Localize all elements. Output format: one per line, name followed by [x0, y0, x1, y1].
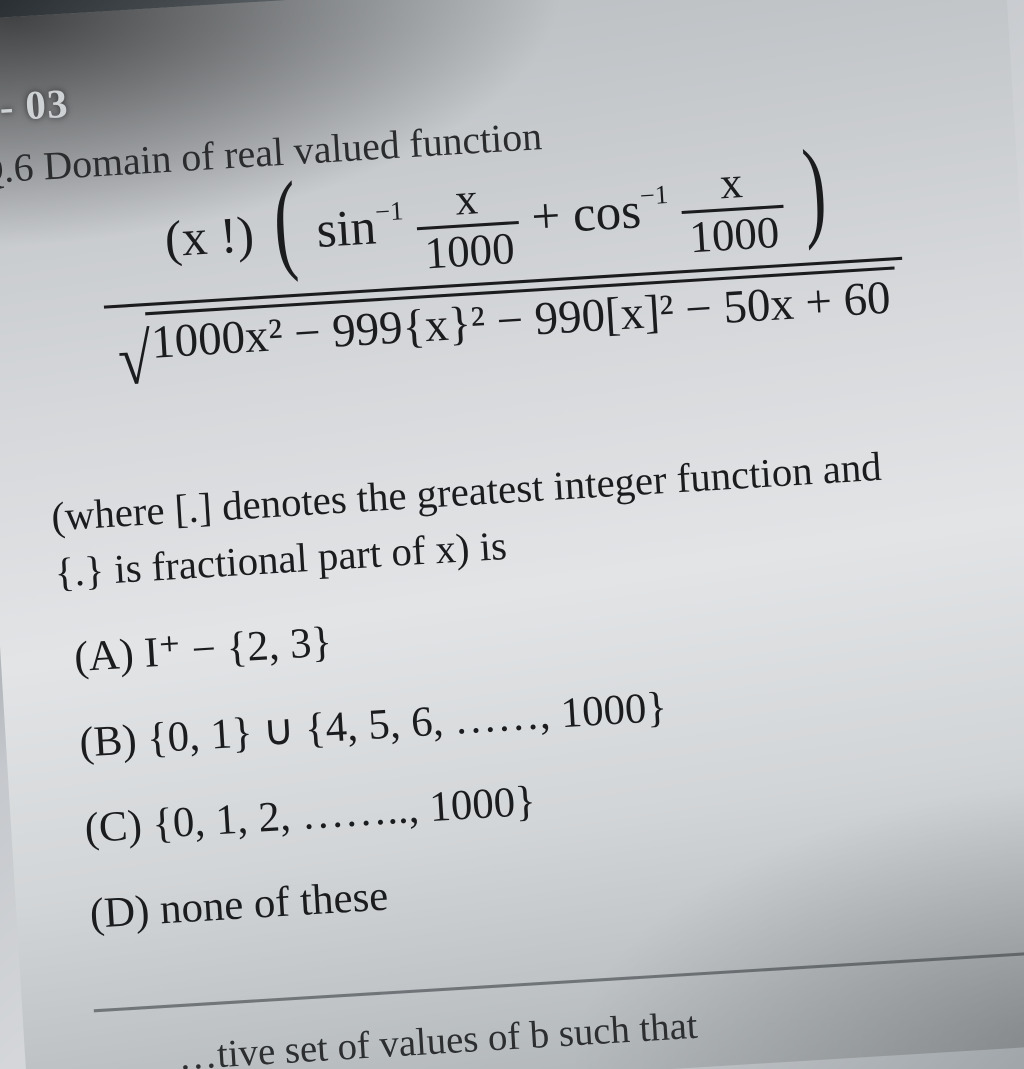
frac-1-den: 1000 [417, 221, 522, 280]
sin-exp: −1 [374, 196, 404, 227]
page: T - 03 Q.6 Domain of real valued functio… [0, 0, 1024, 1069]
option-c[interactable]: (C) {0, 1, 2, …….., 1000} [83, 772, 673, 851]
option-b[interactable]: (B) {0, 1} ∪ {4, 5, 6, ……, 1000} [78, 686, 668, 765]
frac-2: x 1000 [679, 156, 787, 264]
frac-2-num: x [679, 156, 784, 211]
frac-1: x 1000 [414, 172, 522, 280]
main-fraction: (x !) ( sin−1 x 1000 + cos−1 x 1000 ) √ [97, 149, 907, 391]
close-paren: ) [803, 188, 825, 189]
section-tag: T - 03 [0, 79, 70, 133]
open-paren: ( [273, 221, 295, 222]
question-number: Q.6 [0, 145, 35, 192]
cos-label: cos [571, 181, 642, 242]
options-list: (A) I⁺ − {2, 3} (B) {0, 1} ∪ {4, 5, 6, …… [73, 601, 681, 979]
sin-label: sin [315, 197, 378, 258]
frac-2-den: 1000 [682, 205, 787, 264]
plus: + [530, 185, 575, 245]
cos-exp: −1 [639, 180, 669, 211]
radical-sign: √ [117, 346, 152, 377]
option-a[interactable]: (A) I⁺ − {2, 3} [73, 601, 663, 680]
question-note: (where [.] denotes the greatest integer … [50, 430, 1014, 601]
frac-1-num: x [414, 172, 519, 227]
x-factorial: (x !) [163, 205, 256, 267]
footer-fragment: …tive set of values of b such that [177, 1003, 699, 1069]
option-d[interactable]: (D) none of these [89, 857, 679, 936]
